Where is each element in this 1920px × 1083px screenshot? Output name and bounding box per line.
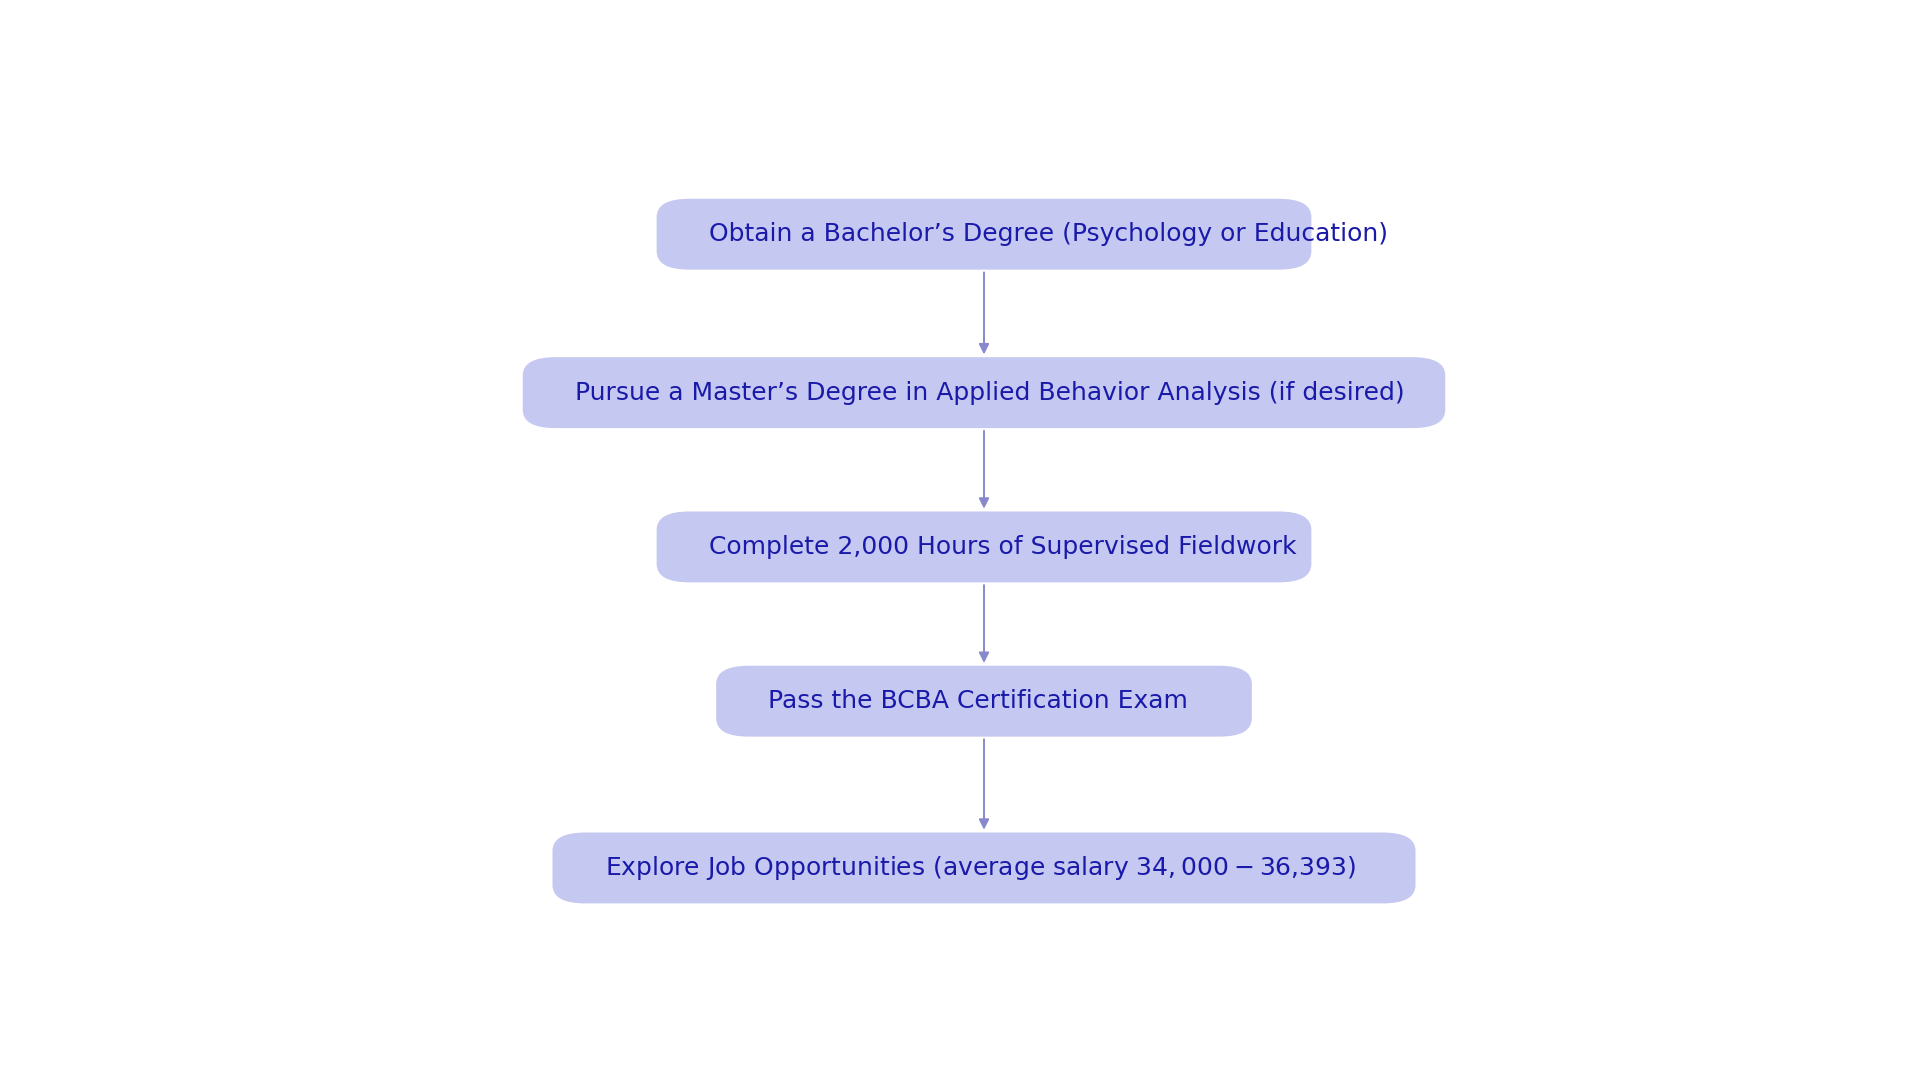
FancyBboxPatch shape (657, 511, 1311, 583)
Text: Pass the BCBA Certification Exam: Pass the BCBA Certification Exam (768, 689, 1188, 714)
FancyBboxPatch shape (522, 357, 1446, 428)
FancyBboxPatch shape (657, 199, 1311, 270)
FancyBboxPatch shape (716, 666, 1252, 736)
Text: Obtain a Bachelor’s Degree (Psychology or Education): Obtain a Bachelor’s Degree (Psychology o… (708, 222, 1388, 246)
Text: Pursue a Master’s Degree in Applied Behavior Analysis (if desired): Pursue a Master’s Degree in Applied Beha… (574, 380, 1404, 405)
Text: Complete 2,000 Hours of Supervised Fieldwork: Complete 2,000 Hours of Supervised Field… (708, 535, 1296, 559)
Text: Explore Job Opportunities (average salary $34,000 - $36,393): Explore Job Opportunities (average salar… (605, 854, 1356, 882)
FancyBboxPatch shape (553, 833, 1415, 903)
